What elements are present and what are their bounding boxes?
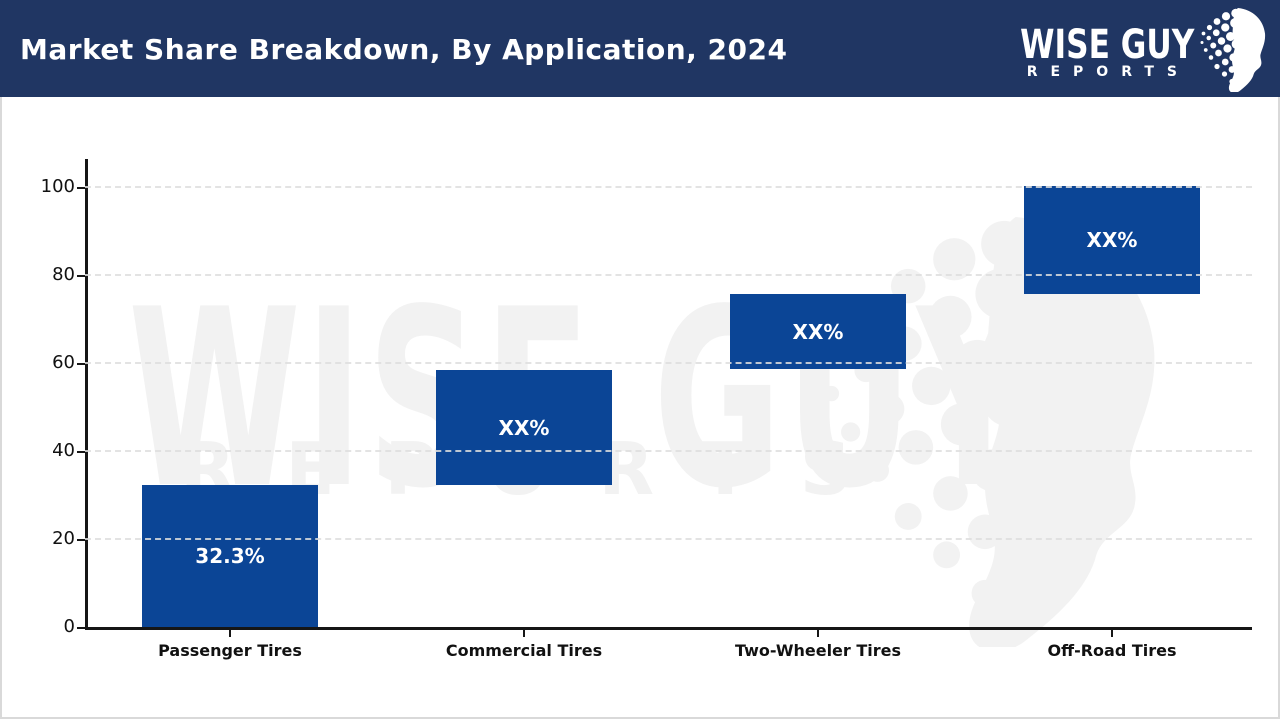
dotted-face-profile-icon [790, 217, 1180, 652]
y-tick-label: 100 [40, 176, 75, 197]
bar-value-label: XX% [792, 319, 844, 344]
y-tick-label: 40 [52, 440, 75, 461]
gridline-20 [85, 538, 1252, 540]
x-axis-label-commercial-tires: Commercial Tires [445, 641, 603, 660]
y-tick-label: 0 [63, 616, 75, 637]
logo-text-line2: REPORTS [1026, 64, 1190, 80]
x-axis-label-passenger-tires: Passenger Tires [158, 641, 302, 660]
x-axis-label-off-road-tires: Off-Road Tires [1047, 641, 1177, 660]
bar-commercial-tires: XX% [436, 370, 612, 485]
bar-value-label: XX% [498, 415, 550, 440]
brand-logo: WISE GUY REPORTS [1016, 6, 1266, 92]
x-tick-mark [523, 630, 525, 637]
bar-value-label: 32.3% [195, 543, 265, 568]
y-tick-label: 80 [52, 264, 75, 285]
x-axis-line [85, 627, 1252, 630]
gridline-80 [85, 274, 1252, 276]
y-tick-mark [77, 451, 85, 453]
logo-text-line1: WISE GUY [1019, 22, 1194, 68]
y-tick-mark [77, 627, 85, 629]
y-tick-label: 60 [52, 352, 75, 373]
bar-value-label: XX% [1086, 228, 1138, 252]
y-tick-mark [77, 187, 85, 189]
gridline-40 [85, 450, 1252, 452]
bar-two-wheeler-tires: XX% [730, 294, 906, 370]
x-tick-mark [229, 630, 231, 637]
gridline-100 [85, 186, 1252, 188]
y-tick-mark [77, 275, 85, 277]
x-tick-mark [1111, 630, 1113, 637]
page-title: Market Share Breakdown, By Application, … [20, 33, 788, 66]
x-tick-mark [817, 630, 819, 637]
header-bar: Market Share Breakdown, By Application, … [0, 0, 1280, 97]
y-tick-label: 20 [52, 528, 75, 549]
x-axis-label-two-wheeler-tires: Two-Wheeler Tires [734, 641, 902, 660]
y-tick-mark [77, 539, 85, 541]
y-axis-line [85, 159, 88, 630]
bar-passenger-tires: 32.3% [142, 484, 318, 627]
gridline-60 [85, 362, 1252, 364]
bar-off-road-tires: XX% [1024, 185, 1200, 295]
y-tick-mark [77, 363, 85, 365]
